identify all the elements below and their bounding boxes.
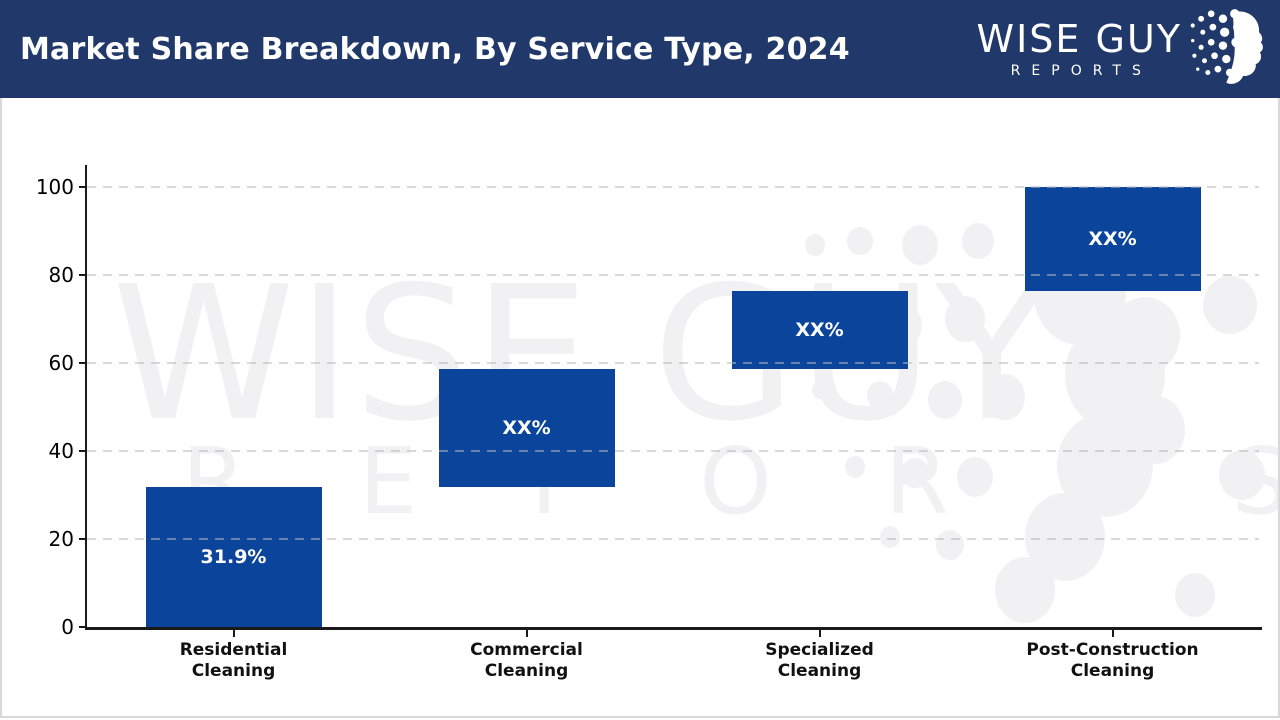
x-tick bbox=[525, 630, 528, 637]
x-category-label: Commercial Cleaning bbox=[470, 640, 583, 681]
gridline-20 bbox=[87, 538, 1259, 540]
y-tick-100 bbox=[79, 186, 87, 188]
header-bar: Market Share Breakdown, By Service Type,… bbox=[0, 0, 1280, 98]
bar-segment: XX% bbox=[731, 291, 908, 370]
y-tick-label-0: 0 bbox=[61, 615, 74, 639]
y-tick-label-40: 40 bbox=[48, 439, 74, 463]
logo-face-icon bbox=[1190, 9, 1263, 84]
bar-value-label: XX% bbox=[1088, 228, 1137, 251]
y-tick-label-80: 80 bbox=[48, 263, 74, 287]
x-axis-line bbox=[85, 627, 1262, 630]
x-category-label: Specialized Cleaning bbox=[765, 640, 874, 681]
y-tick-label-100: 100 bbox=[35, 175, 74, 199]
y-tick-60 bbox=[79, 362, 87, 364]
x-tick bbox=[818, 630, 821, 637]
y-tick-label-20: 20 bbox=[48, 527, 74, 551]
bar-value-label: XX% bbox=[795, 319, 844, 342]
y-tick-40 bbox=[79, 450, 87, 452]
bar-segment: XX% bbox=[438, 369, 615, 487]
bar-segment: XX% bbox=[1024, 187, 1201, 292]
bar-value-label: 31.9% bbox=[200, 545, 267, 568]
logo-text: WISE GUY REPORTS bbox=[977, 20, 1182, 79]
y-tick-label-60: 60 bbox=[48, 351, 74, 375]
gridline-60 bbox=[87, 362, 1259, 364]
y-tick-20 bbox=[79, 538, 87, 540]
page-title: Market Share Breakdown, By Service Type,… bbox=[20, 31, 850, 67]
y-tick-0 bbox=[79, 626, 87, 628]
bar-value-label: XX% bbox=[502, 416, 551, 439]
gridline-80 bbox=[87, 274, 1259, 276]
logo-wordmark: WISE GUY bbox=[976, 16, 1182, 61]
x-tick bbox=[1111, 630, 1114, 637]
watermark-face-icon bbox=[781, 223, 1265, 623]
logo-subtitle: REPORTS bbox=[1010, 62, 1152, 79]
y-axis-line bbox=[85, 165, 87, 630]
gridline-40 bbox=[87, 450, 1259, 452]
bar-segment: 31.9% bbox=[145, 486, 322, 627]
wise-guy-logo: WISE GUY REPORTS bbox=[977, 7, 1270, 91]
y-tick-80 bbox=[79, 274, 87, 276]
x-category-label: Post-Construction Cleaning bbox=[1026, 640, 1199, 681]
gridline-100 bbox=[87, 186, 1259, 188]
x-tick bbox=[232, 630, 235, 637]
x-category-label: Residential Cleaning bbox=[179, 640, 288, 681]
